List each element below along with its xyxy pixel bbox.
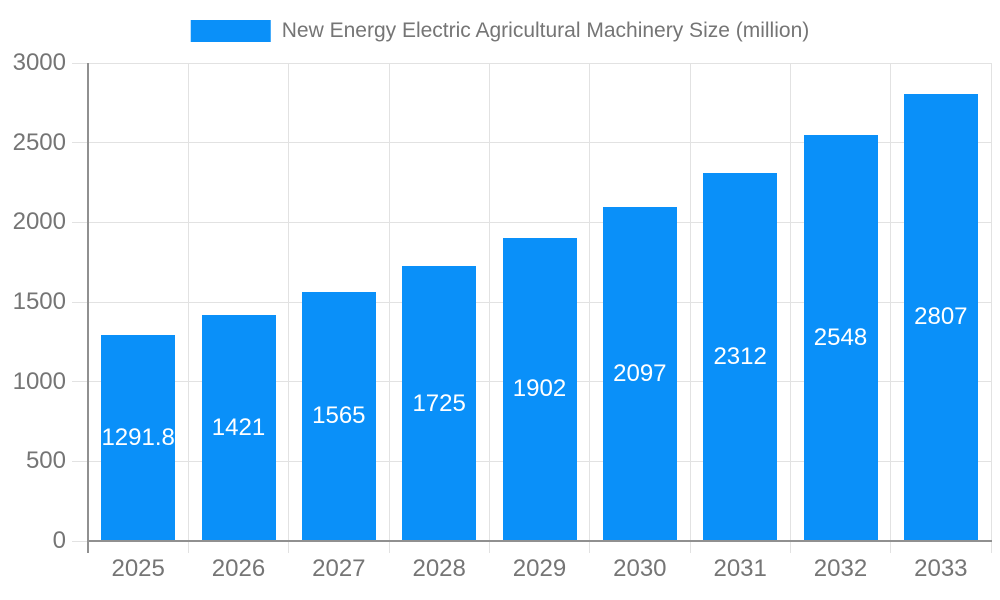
bar-value-label: 2548	[813, 324, 868, 351]
x-axis-tick	[288, 541, 290, 553]
bar-2030[interactable]: 2097	[602, 206, 677, 541]
y-axis-tick	[72, 142, 88, 144]
gridline-horizontal	[88, 62, 991, 64]
y-axis-tick	[72, 221, 88, 223]
bar-2026[interactable]: 1421	[201, 314, 276, 541]
legend[interactable]: New Energy Electric Agricultural Machine…	[190, 19, 810, 43]
gridline-vertical	[689, 63, 691, 541]
gridline-vertical	[187, 63, 189, 541]
gridline-horizontal	[88, 142, 991, 144]
x-axis-label: 2033	[914, 555, 968, 582]
x-axis-label: 2029	[512, 555, 567, 582]
y-axis-tick	[72, 460, 88, 462]
x-axis-label: 2032	[813, 555, 868, 582]
y-axis-tick	[72, 540, 88, 542]
gridline-vertical	[488, 63, 490, 541]
y-axis-label: 2500	[12, 128, 66, 156]
bar-value-label: 2807	[914, 303, 968, 331]
gridline-vertical	[789, 63, 791, 541]
bar-value-label: 2312	[713, 342, 767, 370]
x-axis-line	[86, 540, 992, 542]
y-axis-label: 500	[25, 447, 66, 475]
y-axis-tick	[72, 62, 88, 64]
y-axis-line	[86, 63, 89, 553]
legend-swatch[interactable]	[190, 20, 271, 42]
bar-2033[interactable]: 2807	[903, 93, 978, 541]
x-axis-label: 2027	[312, 555, 366, 582]
bar-value-label: 1725	[412, 389, 466, 417]
y-axis-label: 1000	[12, 367, 66, 395]
gridline-vertical	[890, 63, 892, 541]
gridline-vertical	[288, 63, 290, 541]
bar-2028[interactable]: 1725	[402, 266, 477, 541]
bar-value-label: 1421	[211, 413, 266, 441]
x-axis-tick	[589, 541, 591, 553]
bar-value-label: 1565	[312, 402, 366, 430]
x-axis-tick	[388, 541, 390, 553]
bar-value-label: 2097	[613, 359, 667, 387]
x-axis-tick	[187, 541, 189, 553]
x-axis-tick	[890, 541, 892, 553]
bar-2031[interactable]: 2312	[703, 172, 778, 541]
x-axis-label: 2028	[412, 555, 466, 582]
x-axis-tick	[689, 541, 691, 553]
x-axis-label: 2031	[713, 555, 767, 582]
bar-2029[interactable]: 1902	[502, 237, 577, 541]
bar-2027[interactable]: 1565	[301, 291, 376, 541]
x-axis-label: 2030	[613, 555, 667, 582]
gridline-horizontal	[88, 221, 991, 223]
y-axis-tick	[72, 381, 88, 383]
x-axis-tick	[789, 541, 791, 553]
y-axis-label: 3000	[12, 49, 66, 76]
x-axis-label: 2026	[211, 555, 266, 582]
gridline-vertical	[388, 63, 390, 541]
bar-2032[interactable]: 2548	[803, 135, 878, 541]
y-axis-tick	[72, 301, 88, 303]
bar-2025[interactable]: 1291.8	[101, 335, 176, 541]
bar-value-label: 1291.8	[101, 424, 175, 452]
y-axis-label: 1500	[12, 288, 66, 315]
x-axis-tick	[990, 541, 992, 553]
x-axis-label: 2025	[111, 555, 165, 582]
legend-series-label: New Energy Electric Agricultural Machine…	[281, 19, 810, 42]
x-axis-tick	[488, 541, 490, 553]
y-axis-label: 2000	[12, 208, 66, 236]
gridline-vertical	[589, 63, 591, 541]
bar-value-label: 1902	[512, 375, 567, 403]
y-axis-label: 0	[52, 527, 66, 554]
gridline-vertical	[990, 63, 992, 541]
